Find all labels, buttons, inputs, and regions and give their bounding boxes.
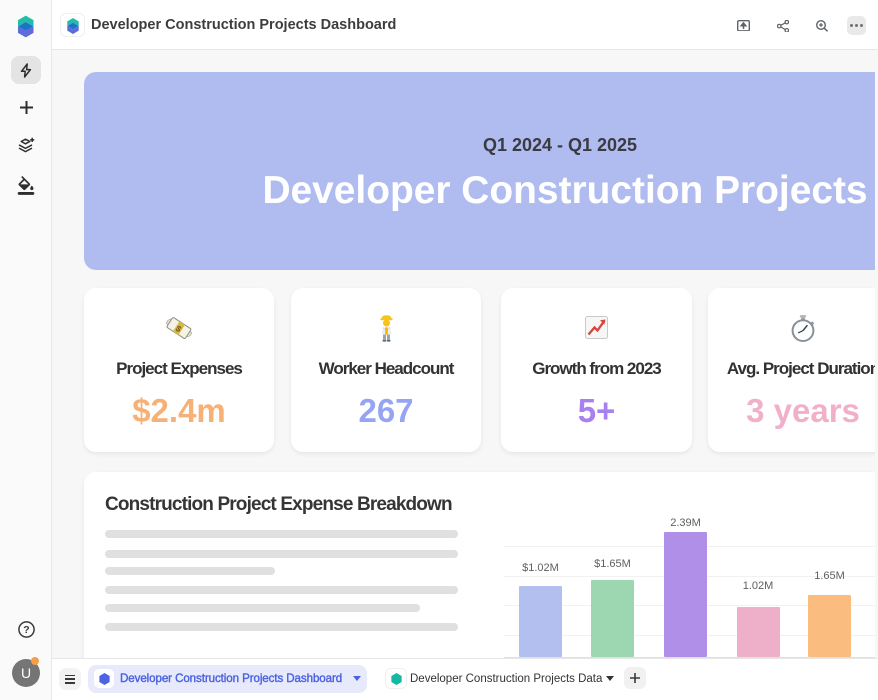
svg-text:$: $ [174, 323, 184, 334]
svg-text:?: ? [23, 624, 29, 636]
